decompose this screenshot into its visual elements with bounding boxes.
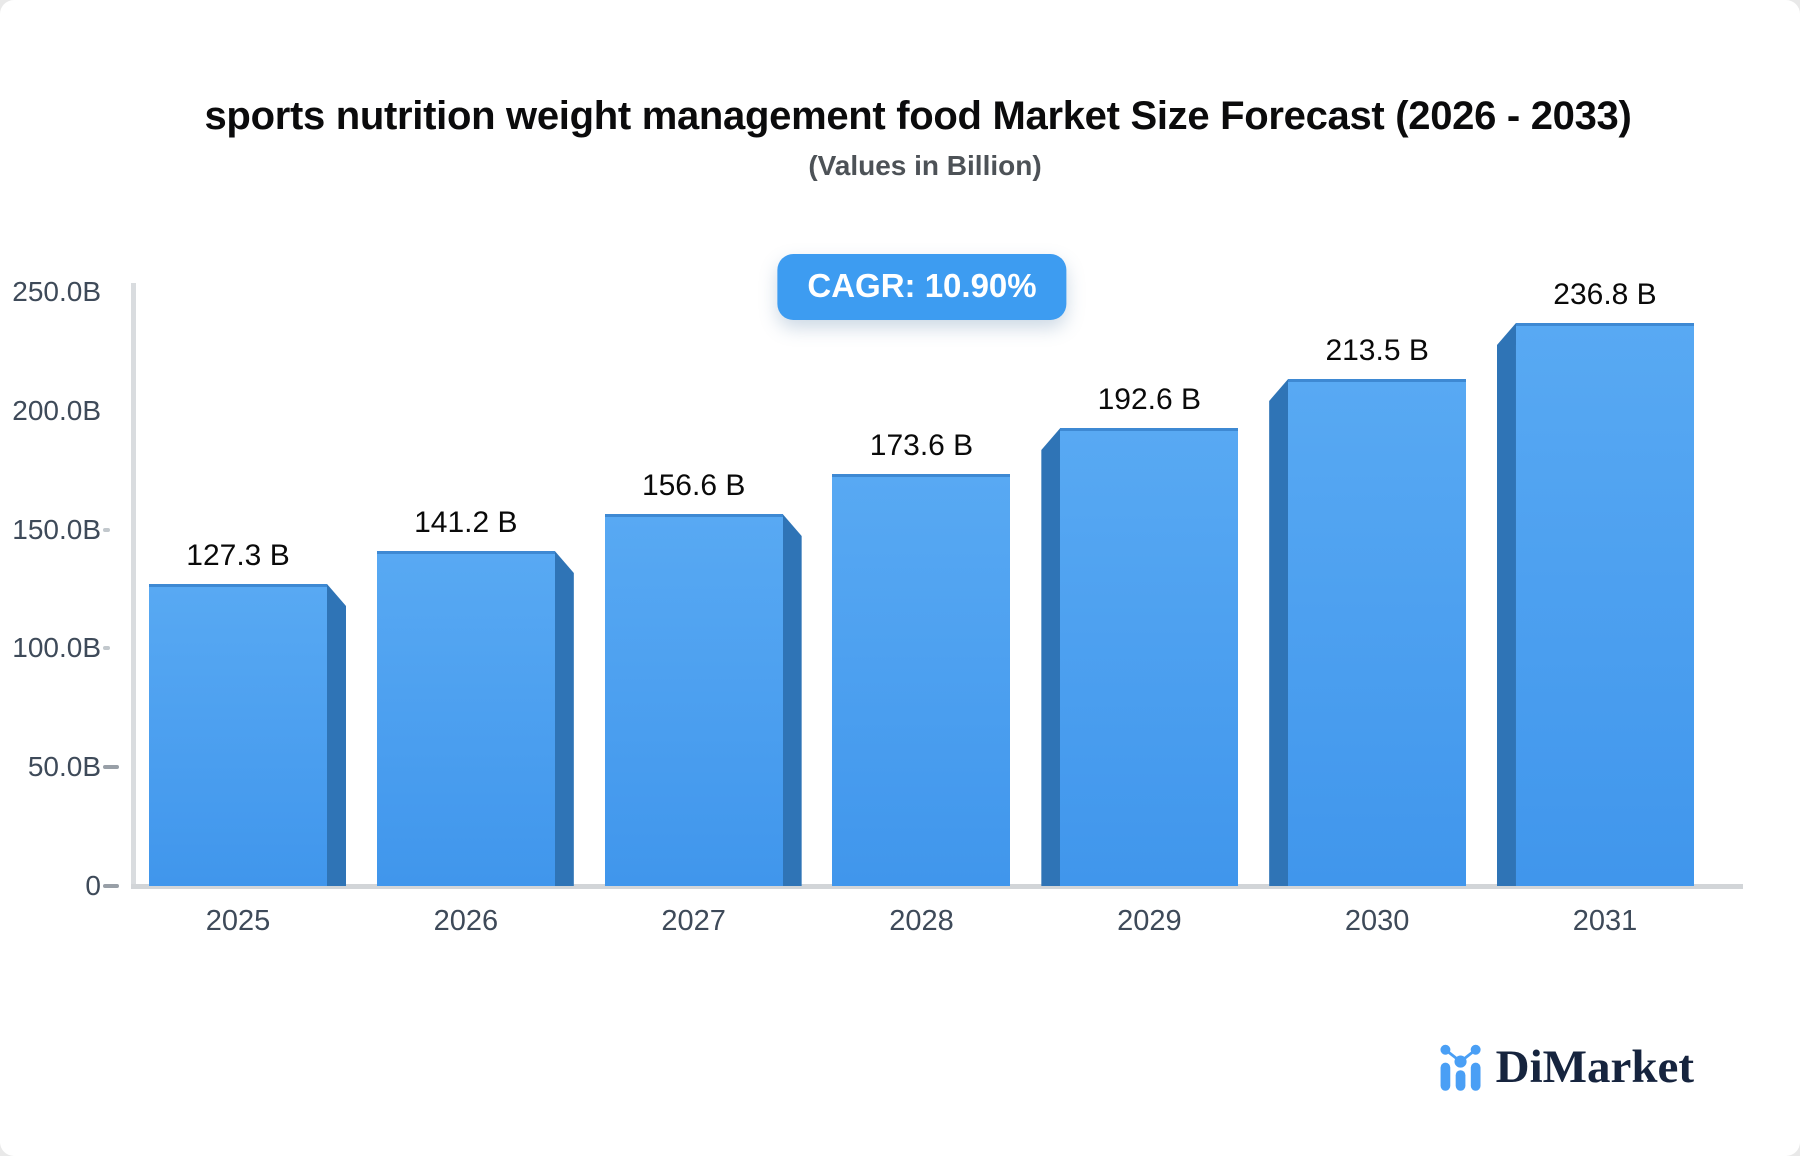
mini-bar-chart-icon bbox=[1440, 1044, 1481, 1091]
y-tick-label: 100.0B bbox=[12, 632, 101, 664]
y-tick-mark bbox=[103, 884, 119, 888]
cagr-badge: CAGR: 10.90% bbox=[777, 254, 1067, 320]
y-tick-label: 200.0B bbox=[12, 394, 101, 426]
y-tick-label: 150.0B bbox=[12, 513, 101, 545]
x-tick-label: 2031 bbox=[1572, 905, 1638, 937]
x-tick-label: 2027 bbox=[661, 905, 726, 937]
bar-3d-side bbox=[1269, 379, 1289, 886]
bar-value-label: 141.2 B bbox=[414, 506, 518, 539]
bar bbox=[1060, 428, 1239, 886]
bar-value-label: 156.6 B bbox=[641, 469, 746, 502]
logo-text: DiMarket bbox=[1495, 1041, 1694, 1093]
bar bbox=[1515, 323, 1694, 886]
y-tick-label: 0 bbox=[85, 870, 101, 901]
x-axis-line bbox=[131, 884, 1743, 889]
bar bbox=[1288, 379, 1467, 886]
x-tick-label: 2030 bbox=[1344, 905, 1410, 937]
chart-title: sports nutrition weight management food … bbox=[204, 94, 1632, 138]
x-tick-label: 2025 bbox=[205, 905, 271, 937]
dimarket-logo: DiMarket bbox=[1435, 1038, 1694, 1096]
bar bbox=[832, 474, 1011, 886]
bar-value-label: 127.3 B bbox=[186, 539, 290, 572]
bar-value-label: 192.6 B bbox=[1097, 383, 1202, 416]
x-tick-label: 2026 bbox=[433, 905, 499, 937]
y-tick-mark bbox=[103, 765, 119, 770]
bar bbox=[149, 584, 327, 886]
x-tick-label: 2028 bbox=[889, 905, 954, 937]
y-tick-mark bbox=[103, 646, 110, 651]
bar-value-label: 213.5 B bbox=[1325, 334, 1429, 367]
bar-3d-side bbox=[554, 551, 574, 886]
bar bbox=[376, 551, 555, 886]
chart-subtitle: (Values in Billion) bbox=[808, 150, 1042, 181]
bar bbox=[604, 514, 783, 886]
bar-value-label: 236.8 B bbox=[1553, 278, 1657, 311]
y-tick-label: 50.0B bbox=[27, 751, 101, 783]
bar-3d-side bbox=[782, 514, 802, 886]
bar-value-label: 173.6 B bbox=[869, 429, 974, 462]
y-tick-mark bbox=[103, 527, 110, 532]
bar-3d-side bbox=[1496, 323, 1516, 886]
x-tick-label: 2029 bbox=[1117, 905, 1182, 937]
y-axis-line bbox=[131, 283, 136, 886]
bar-3d-side bbox=[327, 584, 346, 886]
y-tick-label: 250.0B bbox=[12, 276, 101, 307]
bar-3d-side bbox=[1041, 428, 1061, 886]
